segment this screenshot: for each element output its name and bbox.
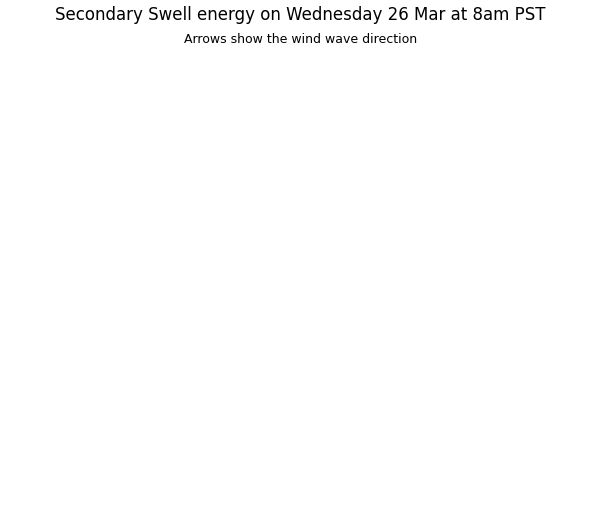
Text: Cartopy required: Cartopy required	[218, 271, 383, 290]
Text: Arrows show the wind wave direction: Arrows show the wind wave direction	[184, 33, 417, 47]
Text: Secondary Swell energy on Wednesday 26 Mar at 8am PST: Secondary Swell energy on Wednesday 26 M…	[55, 6, 546, 24]
